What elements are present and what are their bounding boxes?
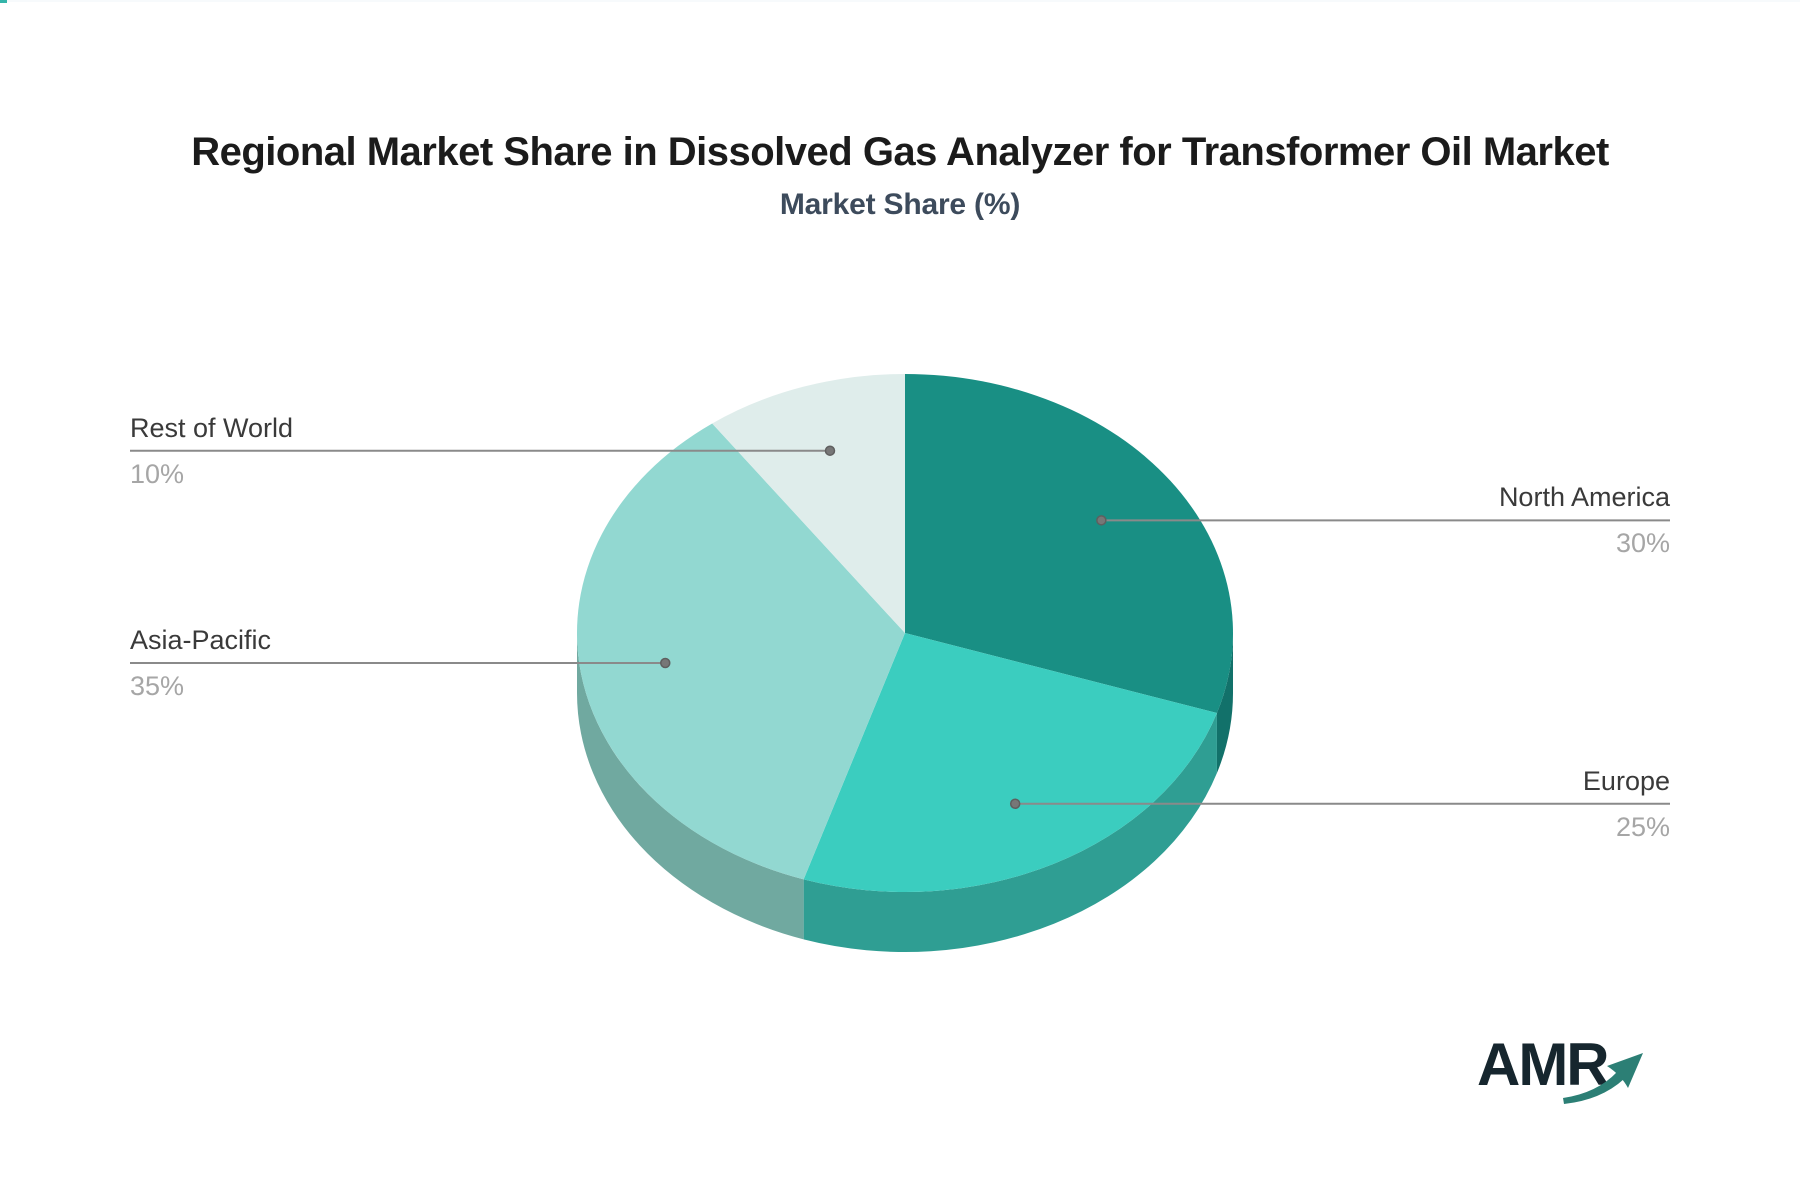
leader-dot-north-america [1096, 515, 1107, 526]
callout-europe: Europe 25% [1050, 767, 1670, 841]
slice-label: Rest of World [130, 412, 294, 443]
amr-logo-text: AMR [1477, 1031, 1610, 1098]
slice-value: 10% [130, 458, 185, 489]
slice-label: Europe [1582, 765, 1670, 796]
slice-value: 30% [1615, 528, 1670, 559]
leader-dot-rest-of-world [824, 445, 836, 456]
callout-north-america: North America 30% [1050, 483, 1670, 557]
amr-logo: AMR [1477, 1030, 1677, 1120]
corner-accent-mark [0, 0, 7, 3]
page-top-edge [0, 0, 1800, 2]
amr-logo-arrow-icon [1563, 1053, 1643, 1104]
pie-slice-asia-pacific[interactable] [577, 423, 905, 880]
slice-value: 35% [130, 670, 185, 701]
leader-dot-europe [1009, 798, 1021, 810]
callout-asia-pacific: Asia-Pacific 35% [130, 626, 750, 700]
pie-slice-north-america[interactable] [905, 373, 1233, 714]
slice-label: Asia-Pacific [130, 624, 272, 655]
slice-label: North America [1498, 482, 1670, 513]
pie-slice-europe[interactable] [803, 633, 1217, 892]
callout-rest-of-world: Rest of World 10% [130, 414, 750, 488]
pie-slice-rest-of-world[interactable] [712, 374, 905, 633]
pie-slice-side-north-america [1216, 633, 1233, 774]
leader-dot-asia-pacific [660, 657, 671, 669]
chart-title: Regional Market Share in Dissolved Gas A… [191, 130, 1609, 174]
pie-slice-side-asia-pacific [577, 633, 804, 940]
slice-value: 25% [1615, 811, 1670, 842]
pie-slice-side-europe [803, 713, 1217, 952]
chart-subtitle: Market Share (%) [779, 188, 1021, 221]
